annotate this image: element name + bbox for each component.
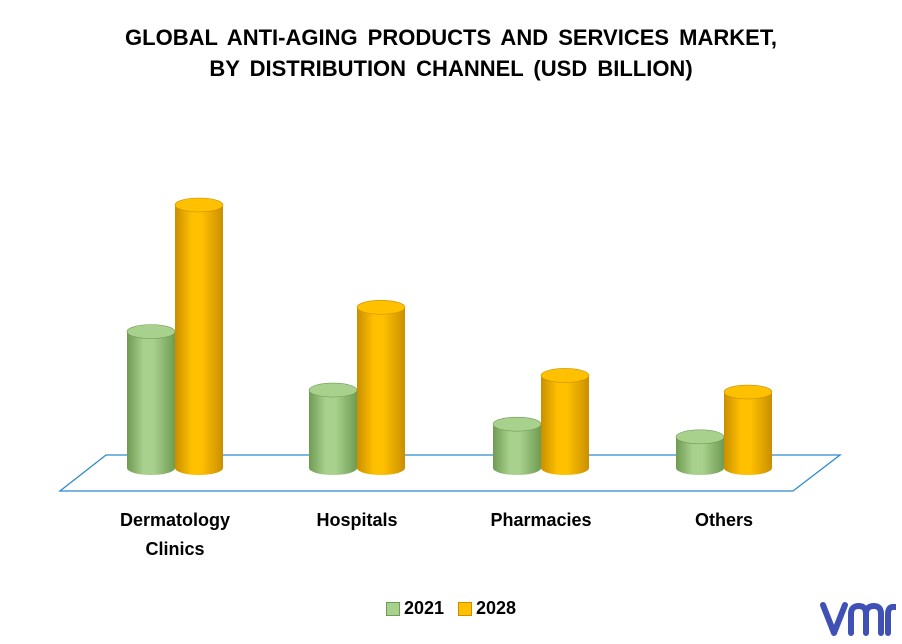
bar-top-2021-1 bbox=[308, 382, 358, 398]
chart-title-line-2: BY DISTRIBUTION CHANNEL (USD BILLION) bbox=[209, 56, 693, 81]
legend-item-2028: 2028 bbox=[458, 598, 516, 619]
legend-label-2028: 2028 bbox=[476, 598, 517, 618]
category-label-line: Dermatology bbox=[119, 510, 231, 530]
bar-top-2028-0 bbox=[174, 197, 224, 213]
bar-top-2028-3 bbox=[723, 384, 773, 400]
category-label-line: Pharmacies bbox=[490, 510, 592, 530]
legend-label-2021: 2021 bbox=[403, 598, 444, 618]
chart-title: GLOBAL ANTI-AGING PRODUCTS AND SERVICES … bbox=[0, 22, 902, 84]
category-label-line: Others bbox=[694, 510, 754, 530]
chart-floor bbox=[58, 454, 842, 492]
legend: 2021 2028 bbox=[0, 598, 902, 619]
bar-2021-3 bbox=[676, 436, 724, 475]
bar-2028-3 bbox=[724, 392, 772, 475]
bar-2028-0 bbox=[175, 205, 223, 475]
bar-2028-1 bbox=[357, 307, 405, 475]
category-label: Pharmacies bbox=[456, 506, 626, 535]
category-label-line: Clinics bbox=[145, 539, 205, 559]
vmr-logo bbox=[820, 602, 896, 636]
bar-top-2021-2 bbox=[492, 416, 542, 432]
bar-top-2021-0 bbox=[126, 324, 176, 339]
bar-2021-1 bbox=[309, 390, 357, 475]
legend-swatch-2028 bbox=[458, 601, 472, 616]
category-label: Others bbox=[639, 506, 809, 535]
chart-title-line-1: GLOBAL ANTI-AGING PRODUCTS AND SERVICES … bbox=[125, 25, 777, 50]
bar-top-2021-3 bbox=[675, 429, 725, 445]
category-label: Dermatology Clinics bbox=[90, 506, 260, 564]
category-label: Hospitals bbox=[272, 506, 442, 535]
bar-top-2028-2 bbox=[540, 368, 590, 383]
bar-2021-0 bbox=[127, 331, 175, 475]
bar-2028-2 bbox=[541, 375, 589, 475]
category-label-line: Hospitals bbox=[316, 510, 398, 530]
bar-top-2028-1 bbox=[356, 299, 406, 315]
legend-swatch-2021 bbox=[385, 601, 400, 616]
legend-item-2021: 2021 bbox=[385, 598, 444, 619]
bar-2021-2 bbox=[493, 424, 541, 475]
